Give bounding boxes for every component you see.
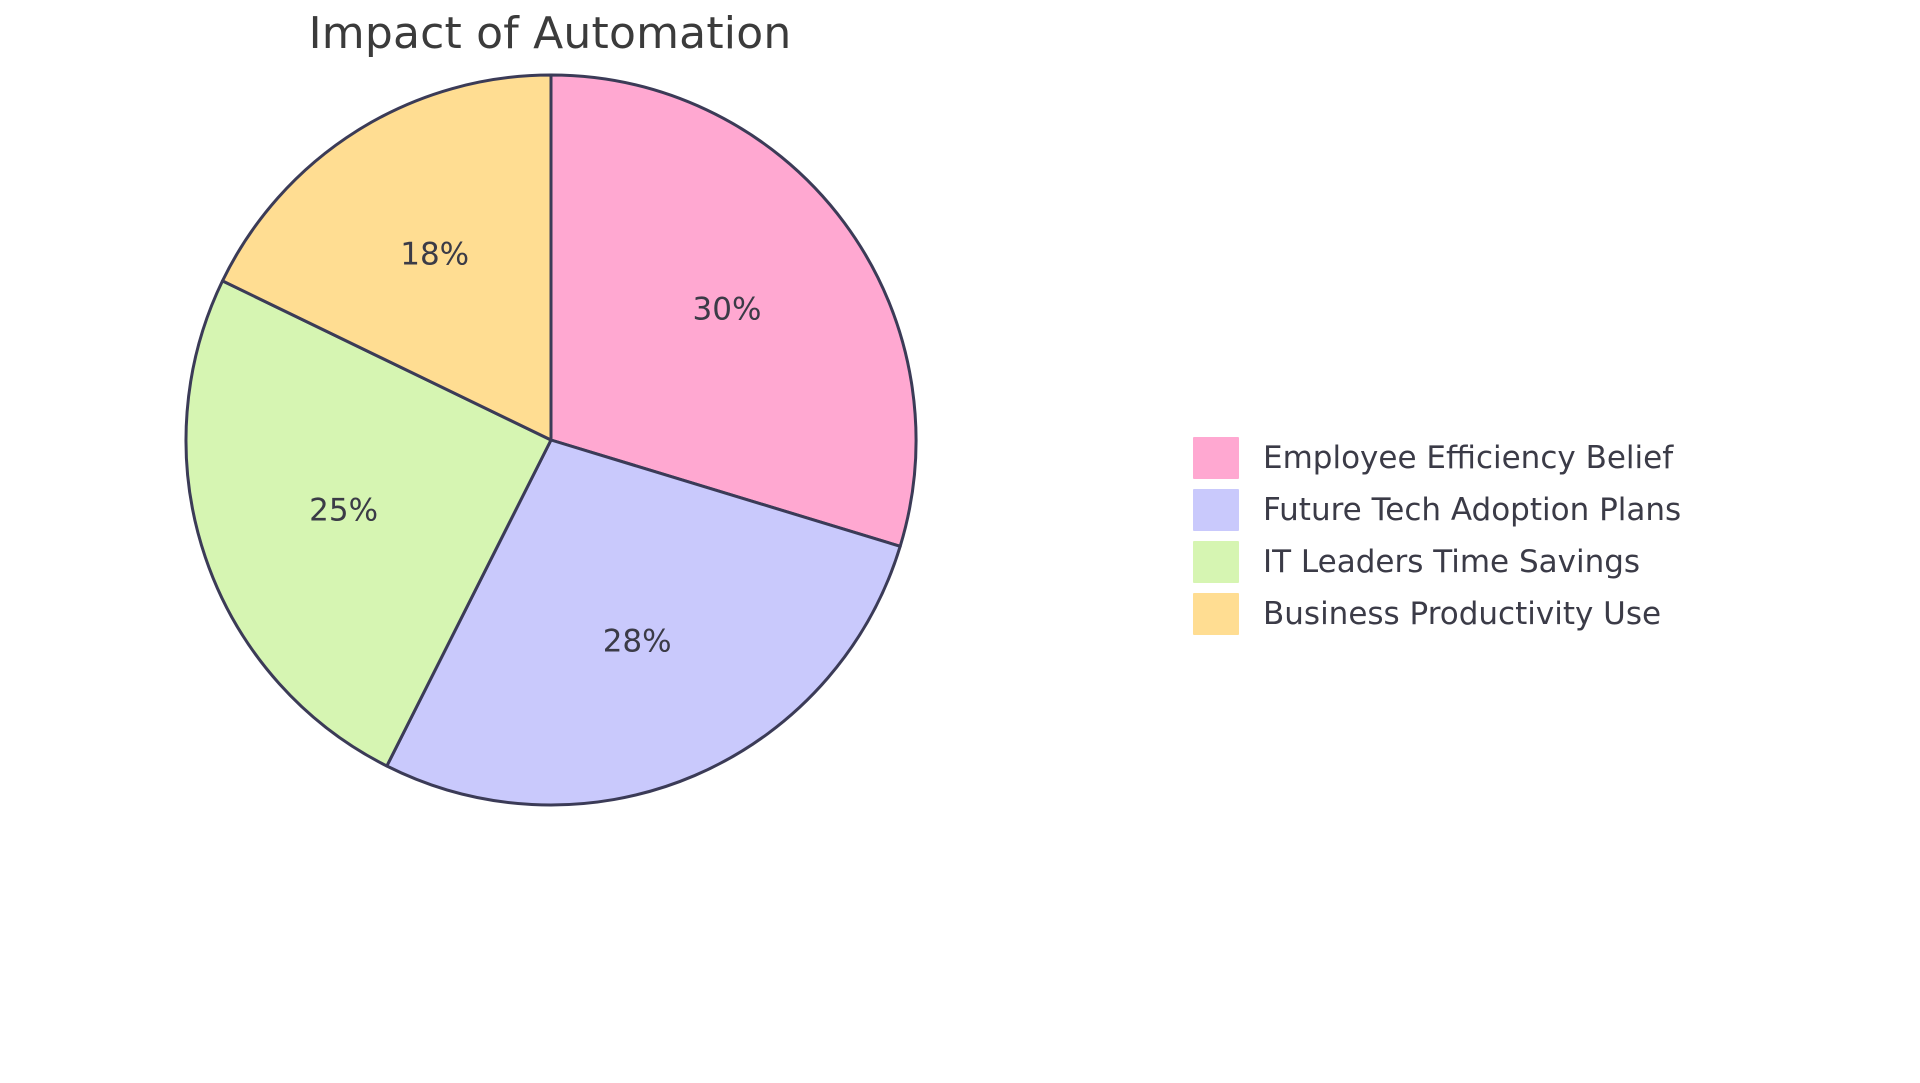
legend-item-label: IT Leaders Time Savings (1263, 543, 1641, 580)
pie-slice[interactable] (221, 73, 553, 442)
pie-slice[interactable] (385, 438, 902, 807)
pie-slice-label: 18% (400, 236, 469, 272)
legend-item[interactable]: IT Leaders Time Savings (1193, 536, 1793, 588)
legend-swatch-icon (1193, 541, 1239, 583)
legend-item[interactable]: Employee Efficiency Belief (1193, 432, 1793, 484)
pie-slice[interactable] (549, 73, 918, 548)
pie-chart-svg: 30% 28% 25% 18% (184, 73, 918, 807)
legend-item[interactable]: Future Tech Adoption Plans (1193, 484, 1793, 536)
legend-item-label: Future Tech Adoption Plans (1263, 491, 1682, 528)
legend-item-label: Business Productivity Use (1263, 595, 1662, 632)
legend-swatch-icon (1193, 437, 1239, 479)
legend-item[interactable]: Business Productivity Use (1193, 588, 1793, 640)
pie-slice-label: 25% (309, 492, 378, 528)
legend-item-label: Employee Efficiency Belief (1263, 439, 1674, 476)
legend-swatch-icon (1193, 489, 1239, 531)
pie-slice-group (184, 73, 918, 807)
legend-swatch-icon (1193, 593, 1239, 635)
pie-chart-area: 30% 28% 25% 18% (184, 73, 918, 807)
pie-slice-label: 28% (603, 623, 672, 659)
page-title: Impact of Automation (308, 8, 792, 59)
pie-slice-label: 30% (693, 292, 762, 328)
legend: Employee Efficiency Belief Future Tech Ad… (1193, 432, 1793, 640)
pie-slice[interactable] (184, 279, 553, 768)
pie-slice-label-group: 30% 28% 25% 18% (309, 236, 761, 659)
